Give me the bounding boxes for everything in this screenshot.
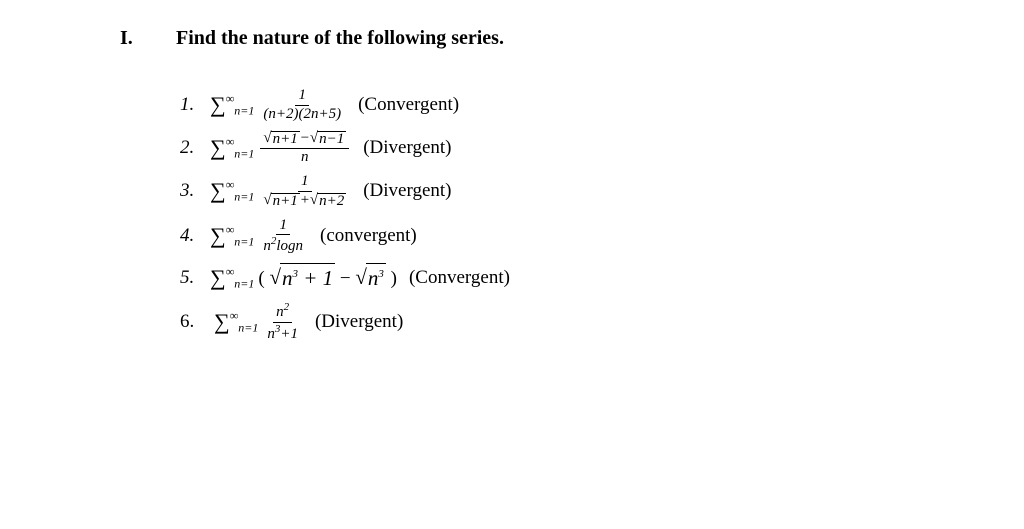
sqrt: n3 <box>355 263 386 293</box>
nature-label: (Divergent) <box>315 309 403 336</box>
fraction: n2 n3+1 <box>264 302 301 343</box>
fraction: 1 n+1+n+2 <box>260 174 349 210</box>
header-title: Find the nature of the following series. <box>176 24 504 52</box>
item-number: 4. <box>180 223 206 250</box>
series-item-4: 4. ∑∞n=1 1 n2logn (convergent) <box>180 218 964 256</box>
summation: ∑∞n=1 <box>210 90 254 121</box>
sqrt: n+1 <box>263 131 299 148</box>
nature-label: (Convergent) <box>358 92 459 119</box>
item-number: 3. <box>180 178 206 205</box>
series-item-1: 1. ∑∞n=1 1 (n+2)(2n+5) (Convergent) <box>180 88 964 123</box>
sigma-icon: ∑ <box>210 176 226 207</box>
item-number: 1. <box>180 92 206 119</box>
sigma-icon: ∑ <box>210 133 226 164</box>
fraction: n+1−n−1 n <box>260 131 349 167</box>
sigma-icon: ∑ <box>210 90 226 121</box>
sqrt: n−1 <box>310 131 346 148</box>
question-header: I. Find the nature of the following seri… <box>120 24 964 52</box>
sqrt: n+2 <box>310 193 346 210</box>
fraction: 1 (n+2)(2n+5) <box>260 88 344 123</box>
series-item-3: 3. ∑∞n=1 1 n+1+n+2 (Divergent) <box>180 174 964 210</box>
summation: ∑∞n=1 <box>210 176 254 207</box>
nature-label: (Convergent) <box>409 265 510 292</box>
header-number: I. <box>120 24 140 52</box>
expression: ( n3 + 1 − n3 ) <box>258 263 397 293</box>
summation: ∑∞n=1 <box>210 221 254 252</box>
summation: ∑∞n=1 <box>214 307 258 338</box>
item-number: 2. <box>180 135 206 162</box>
summation: ∑∞n=1 <box>210 263 254 294</box>
nature-label: (Divergent) <box>363 135 451 162</box>
series-item-5: 5. ∑∞n=1 ( n3 + 1 − n3 ) (Convergent) <box>180 263 964 294</box>
nature-label: (Divergent) <box>363 178 451 205</box>
summation: ∑∞n=1 <box>210 133 254 164</box>
item-number: 5. <box>180 265 206 292</box>
series-list: 1. ∑∞n=1 1 (n+2)(2n+5) (Convergent) 2. ∑… <box>120 88 964 342</box>
sigma-icon: ∑ <box>210 263 226 294</box>
sigma-icon: ∑ <box>210 221 226 252</box>
sigma-icon: ∑ <box>214 307 230 338</box>
sqrt: n3 + 1 <box>269 263 335 293</box>
nature-label: (convergent) <box>320 223 417 250</box>
fraction: 1 n2logn <box>260 218 306 256</box>
series-item-2: 2. ∑∞n=1 n+1−n−1 n (Divergent) <box>180 131 964 167</box>
series-item-6: 6. ∑∞n=1 n2 n3+1 (Divergent) <box>180 302 964 343</box>
sqrt: n+1 <box>263 193 299 210</box>
item-number: 6. <box>180 309 206 336</box>
